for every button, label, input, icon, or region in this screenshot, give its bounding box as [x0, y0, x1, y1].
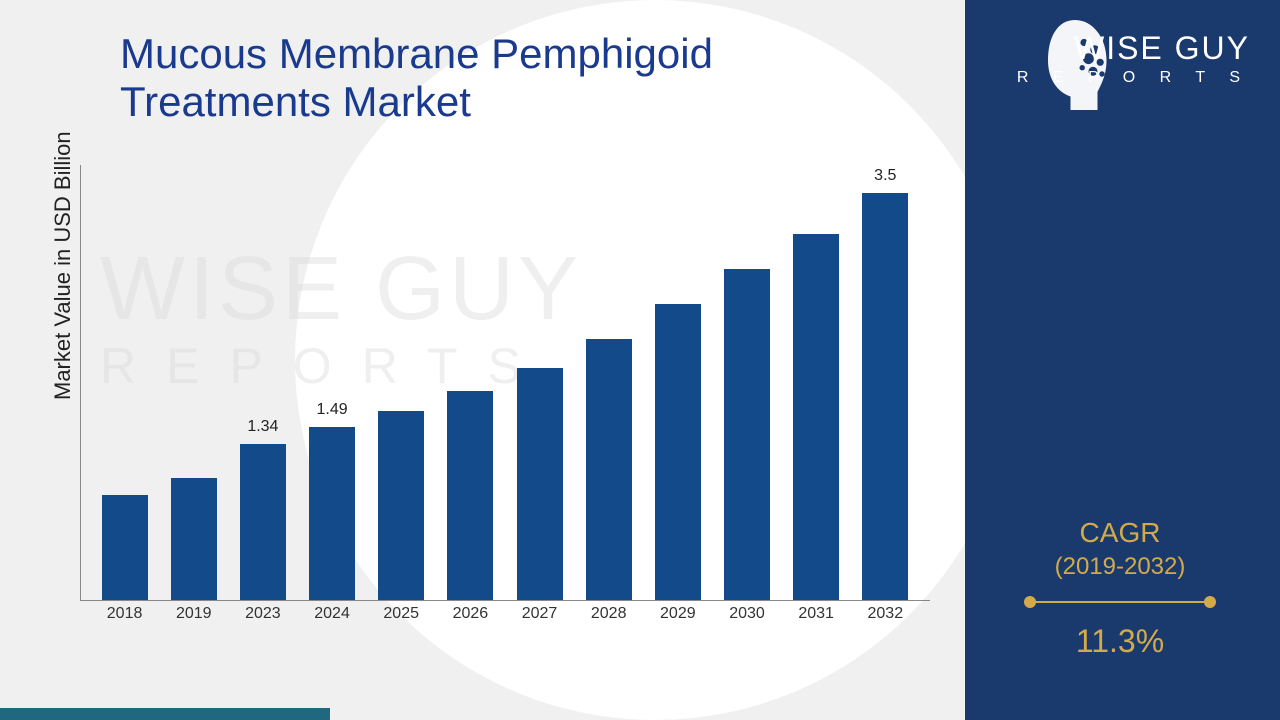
decorative-bottom-bar: [0, 708, 330, 720]
bar-rect: [655, 304, 701, 600]
x-tick-2026: 2026: [440, 605, 500, 623]
x-tick-2025: 2025: [371, 605, 431, 623]
bar-rect: [793, 234, 839, 600]
x-tick-2032: 2032: [855, 605, 915, 623]
main-chart-area: WISE GUY REPORTS Mucous Membrane Pemphig…: [0, 0, 965, 720]
bar-rect: [517, 368, 563, 600]
x-tick-2024: 2024: [302, 605, 362, 623]
bar-2026: [440, 365, 500, 600]
bar-2025: [371, 385, 431, 600]
logo-sub-text: R E P O R T S: [1017, 69, 1250, 87]
x-tick-2018: 2018: [95, 605, 155, 623]
y-axis-label: Market Value in USD Billion: [50, 131, 76, 400]
bar-rect: [586, 339, 632, 600]
bar-2024: 1.49: [302, 401, 362, 600]
logo-main-text: WISE GUY: [1017, 30, 1250, 67]
bar-2029: [648, 278, 708, 600]
bar-2031: [786, 208, 846, 600]
y-axis-line: [80, 165, 81, 601]
bar-2023: 1.34: [233, 418, 293, 600]
bar-value-label: 1.49: [316, 401, 347, 421]
x-tick-2029: 2029: [648, 605, 708, 623]
x-tick-2027: 2027: [510, 605, 570, 623]
brand-logo: WISE GUY R E P O R T S: [1017, 30, 1250, 87]
x-tick-2028: 2028: [579, 605, 639, 623]
bar-rect: [309, 427, 355, 600]
x-tick-2019: 2019: [164, 605, 224, 623]
bar-2032: 3.5: [855, 167, 915, 600]
bar-rect: [447, 391, 493, 600]
bar-rect: [240, 444, 286, 600]
cagr-divider: [1030, 601, 1210, 603]
bar-rect: [102, 495, 148, 600]
bar-value-label: 1.34: [247, 418, 278, 438]
right-info-panel: WISE GUY R E P O R T S CAGR (2019-2032) …: [965, 0, 1280, 720]
bar-2030: [717, 243, 777, 600]
bar-chart: 1.34 1.49 3.5: [90, 160, 920, 600]
x-axis-ticks: 2018 2019 2023 2024 2025 2026 2027 2028 2029 2030…: [90, 605, 920, 623]
bar-rect: [378, 411, 424, 600]
bars-container: 1.34 1.49 3.5: [90, 160, 920, 600]
bar-rect: [171, 478, 217, 600]
bar-2028: [579, 313, 639, 600]
bar-2018: [95, 469, 155, 600]
cagr-block: CAGR (2019-2032) 11.3%: [1000, 517, 1240, 660]
x-tick-2030: 2030: [717, 605, 777, 623]
bar-value-label: 3.5: [874, 167, 896, 187]
bar-rect: [862, 193, 908, 600]
chart-title: Mucous Membrane Pemphigoid Treatments Ma…: [120, 30, 820, 127]
cagr-range: (2019-2032): [1000, 553, 1240, 581]
x-axis-line: [80, 600, 930, 601]
bar-2019: [164, 452, 224, 600]
x-tick-2031: 2031: [786, 605, 846, 623]
bar-rect: [724, 269, 770, 600]
cagr-title: CAGR: [1000, 517, 1240, 549]
cagr-value: 11.3%: [1000, 623, 1240, 660]
x-tick-2023: 2023: [233, 605, 293, 623]
bar-2027: [510, 342, 570, 600]
